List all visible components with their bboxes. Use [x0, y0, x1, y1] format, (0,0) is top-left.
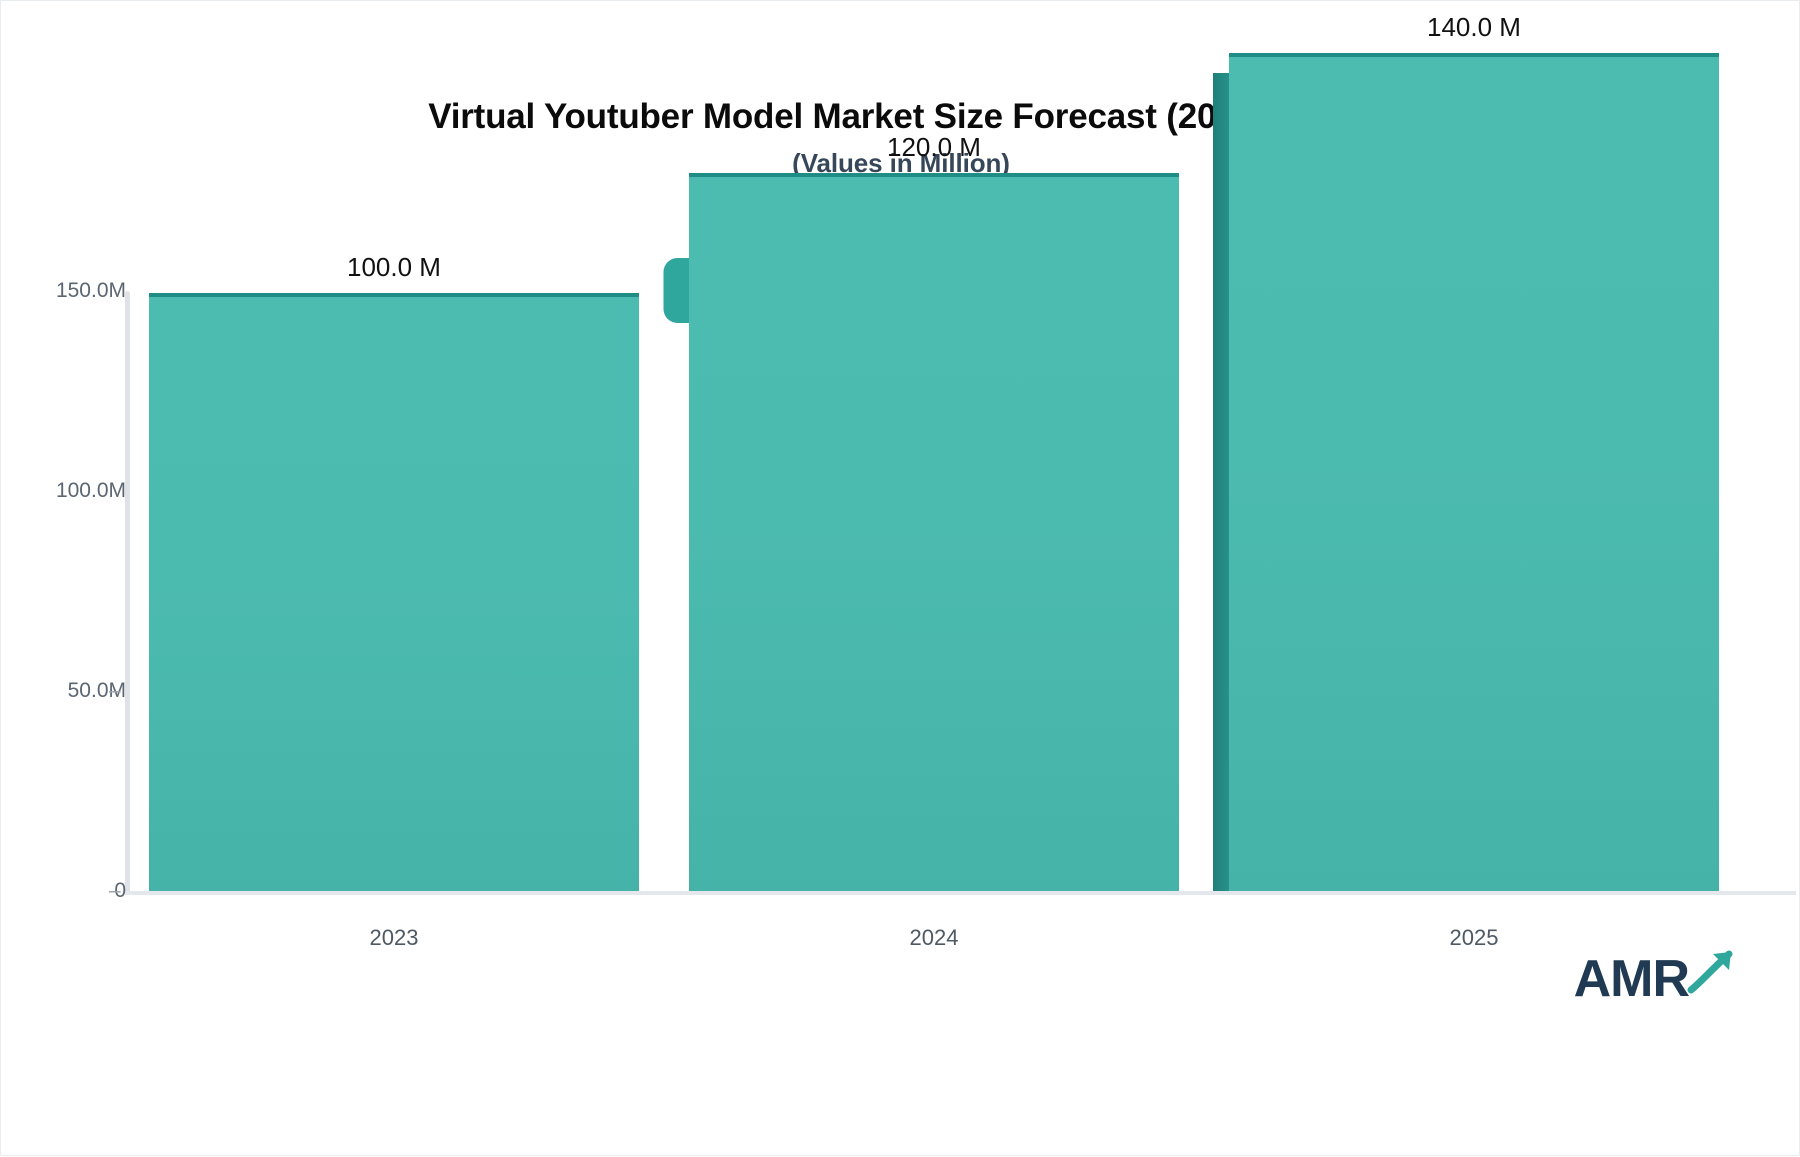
x-tick-label-2023: 2023	[369, 925, 419, 950]
bar-group-2024: 120.0 M 2024	[689, 132, 1179, 950]
growth-arrow-icon	[1685, 946, 1737, 1003]
y-axis-spine	[125, 291, 130, 893]
y-tick-label-50: 50.0M	[67, 679, 126, 702]
y-tick-label-0: 0	[114, 879, 126, 902]
logo-text: AMR	[1573, 950, 1690, 1008]
bar-group-2025: 140.0 M 2025	[1213, 12, 1719, 950]
y-tick-mark-0: –	[109, 879, 121, 902]
bar-group-2023: 100.0 M 2023	[149, 252, 639, 950]
bar-value-label-2024: 120.0 M	[887, 132, 981, 162]
y-tick-label-150: 150.0M	[55, 279, 126, 302]
bar-2025[interactable]	[1229, 53, 1719, 891]
bar-2023[interactable]	[149, 293, 639, 891]
y-tick-mark-50: –	[109, 679, 121, 702]
bar-value-label-2023: 100.0 M	[347, 252, 441, 282]
x-tick-label-2025: 2025	[1449, 925, 1499, 950]
bar-2024[interactable]	[689, 173, 1179, 891]
y-tick-label-100: 100.0M	[55, 479, 126, 502]
amr-logo: AMR	[1573, 950, 1737, 1008]
bar-side-2025	[1213, 73, 1229, 891]
x-tick-label-2024: 2024	[909, 925, 959, 950]
x-axis-baseline	[125, 891, 1796, 895]
bar-value-label-2025: 140.0 M	[1427, 12, 1521, 42]
